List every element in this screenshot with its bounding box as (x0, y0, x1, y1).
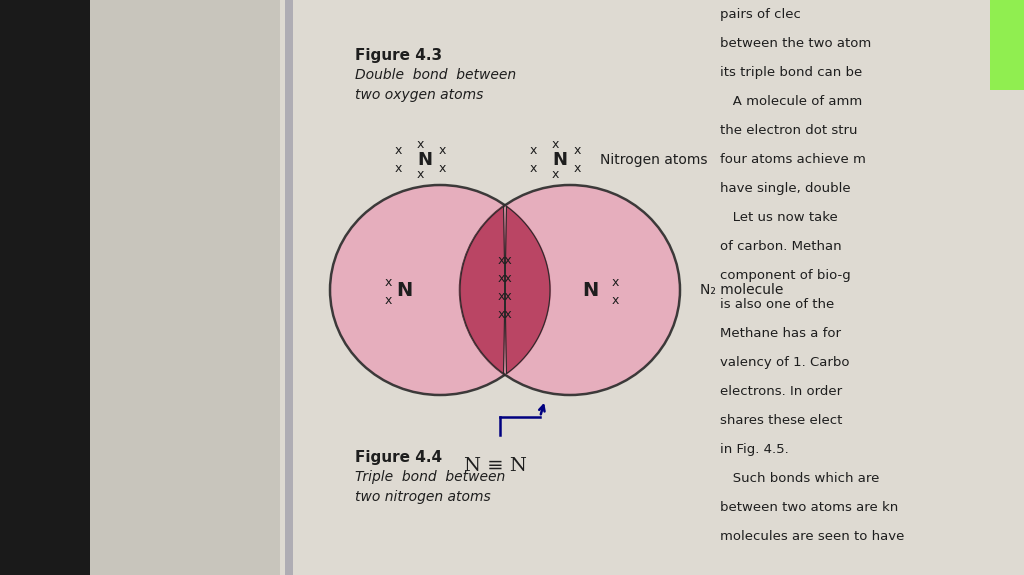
Bar (0, 0, 90, 575)
Text: x: x (384, 293, 392, 306)
Text: x: x (529, 144, 537, 156)
Text: molecules are seen to have: molecules are seen to have (720, 530, 904, 543)
Text: x: x (384, 275, 392, 289)
Bar (285, 0, 293, 575)
Bar (280, 0, 1024, 575)
Text: Triple  bond  between: Triple bond between (355, 470, 505, 484)
Text: A molecule of amm: A molecule of amm (720, 95, 862, 108)
Text: have single, double: have single, double (720, 182, 851, 195)
Text: xx: xx (498, 254, 512, 266)
Text: Double  bond  between: Double bond between (355, 68, 516, 82)
Text: component of bio-g: component of bio-g (720, 269, 851, 282)
Text: Nitrogen atoms: Nitrogen atoms (600, 153, 708, 167)
Text: x: x (551, 167, 559, 181)
Text: between two atoms are kn: between two atoms are kn (720, 501, 898, 514)
Text: x: x (394, 144, 401, 156)
Text: x: x (611, 293, 618, 306)
Text: N: N (553, 151, 567, 169)
Text: two nitrogen atoms: two nitrogen atoms (355, 490, 490, 504)
Text: two oxygen atoms: two oxygen atoms (355, 88, 483, 102)
Polygon shape (90, 0, 310, 575)
Text: Methane has a for: Methane has a for (720, 327, 841, 340)
Text: x: x (529, 162, 537, 174)
Text: pairs of clec: pairs of clec (720, 8, 801, 21)
Text: x: x (438, 162, 445, 174)
Text: N: N (582, 282, 598, 301)
Text: Figure 4.3: Figure 4.3 (355, 48, 442, 63)
Text: of carbon. Methan: of carbon. Methan (720, 240, 842, 253)
Text: N: N (418, 151, 432, 169)
Text: x: x (417, 167, 424, 181)
Text: xx: xx (498, 308, 512, 320)
Text: its triple bond can be: its triple bond can be (720, 66, 862, 79)
Text: is also one of the: is also one of the (720, 298, 835, 311)
Text: electrons. In order: electrons. In order (720, 385, 842, 398)
Text: x: x (611, 275, 618, 289)
Text: x: x (551, 137, 559, 151)
Text: x: x (438, 144, 445, 156)
Text: x: x (394, 162, 401, 174)
Text: between the two atom: between the two atom (720, 37, 871, 50)
Bar (990, 0, 1024, 90)
Text: N: N (396, 282, 412, 301)
Text: xx: xx (498, 271, 512, 285)
Text: Figure 4.4: Figure 4.4 (355, 450, 442, 465)
Text: x: x (573, 162, 581, 174)
Text: the electron dot stru: the electron dot stru (720, 124, 857, 137)
Text: in Fig. 4.5.: in Fig. 4.5. (720, 443, 788, 456)
Ellipse shape (330, 185, 550, 395)
Text: x: x (573, 144, 581, 156)
Text: Let us now take: Let us now take (720, 211, 838, 224)
Text: N ≡ N: N ≡ N (464, 457, 526, 475)
Text: valency of 1. Carbo: valency of 1. Carbo (720, 356, 850, 369)
Text: four atoms achieve m: four atoms achieve m (720, 153, 866, 166)
Text: N₂ molecule: N₂ molecule (700, 283, 783, 297)
Text: shares these elect: shares these elect (720, 414, 843, 427)
Text: xx: xx (498, 289, 512, 302)
Text: Such bonds which are: Such bonds which are (720, 472, 880, 485)
Ellipse shape (460, 185, 680, 395)
Text: x: x (417, 137, 424, 151)
Polygon shape (460, 206, 550, 374)
